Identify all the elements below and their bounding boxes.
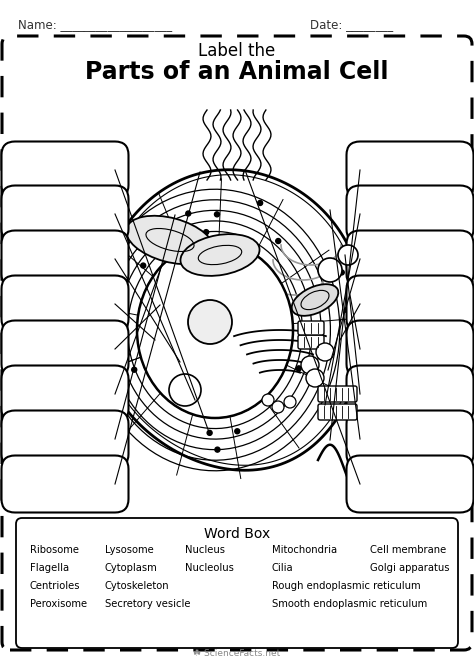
FancyBboxPatch shape	[346, 456, 474, 513]
FancyBboxPatch shape	[1, 411, 128, 468]
Text: Centrioles: Centrioles	[30, 581, 81, 591]
Text: Nucleolus: Nucleolus	[185, 563, 234, 573]
Circle shape	[141, 263, 146, 268]
FancyBboxPatch shape	[16, 518, 458, 648]
Text: Date: ________: Date: ________	[310, 18, 393, 31]
Text: Cytoplasm: Cytoplasm	[105, 563, 158, 573]
Text: Mitochondria: Mitochondria	[272, 545, 337, 555]
FancyBboxPatch shape	[1, 366, 128, 423]
FancyBboxPatch shape	[346, 411, 474, 468]
FancyBboxPatch shape	[346, 320, 474, 377]
Circle shape	[296, 366, 301, 371]
Circle shape	[301, 356, 319, 374]
FancyBboxPatch shape	[346, 275, 474, 332]
Circle shape	[207, 430, 212, 436]
Text: Rough endoplasmic reticulum: Rough endoplasmic reticulum	[272, 581, 420, 591]
Text: Flagella: Flagella	[30, 563, 69, 573]
Text: Cilia: Cilia	[272, 563, 293, 573]
FancyBboxPatch shape	[298, 321, 324, 335]
Ellipse shape	[181, 234, 260, 276]
Ellipse shape	[292, 284, 338, 316]
Circle shape	[276, 239, 281, 243]
FancyBboxPatch shape	[318, 386, 357, 402]
Text: Name: ___________________: Name: ___________________	[18, 18, 172, 31]
FancyBboxPatch shape	[1, 320, 128, 377]
Text: Golgi apparatus: Golgi apparatus	[370, 563, 449, 573]
FancyBboxPatch shape	[318, 404, 357, 420]
Text: ☘ ScienceFacts.net: ☘ ScienceFacts.net	[193, 649, 281, 658]
Text: Cell membrane: Cell membrane	[370, 545, 446, 555]
Circle shape	[315, 325, 319, 330]
FancyBboxPatch shape	[346, 230, 474, 287]
Circle shape	[306, 369, 324, 387]
FancyBboxPatch shape	[298, 335, 324, 349]
Polygon shape	[95, 170, 365, 470]
Text: Word Box: Word Box	[204, 527, 270, 541]
FancyBboxPatch shape	[346, 141, 474, 198]
Circle shape	[284, 396, 296, 408]
Text: Peroxisome: Peroxisome	[30, 599, 87, 609]
Circle shape	[132, 367, 137, 373]
Text: Parts of an Animal Cell: Parts of an Animal Cell	[85, 60, 389, 84]
FancyBboxPatch shape	[1, 230, 128, 287]
Text: Cytoskeleton: Cytoskeleton	[105, 581, 170, 591]
Circle shape	[262, 394, 274, 406]
FancyBboxPatch shape	[1, 141, 128, 198]
Circle shape	[258, 200, 263, 206]
Text: Secretory vesicle: Secretory vesicle	[105, 599, 191, 609]
Circle shape	[215, 447, 220, 452]
Text: Label the: Label the	[199, 42, 275, 60]
FancyBboxPatch shape	[1, 186, 128, 243]
Ellipse shape	[137, 242, 293, 418]
Text: Lysosome: Lysosome	[105, 545, 154, 555]
Circle shape	[318, 258, 342, 282]
Text: Smooth endoplasmic reticulum: Smooth endoplasmic reticulum	[272, 599, 427, 609]
Circle shape	[169, 374, 201, 406]
Circle shape	[338, 245, 358, 265]
Circle shape	[272, 401, 284, 413]
Circle shape	[137, 245, 142, 250]
Ellipse shape	[126, 216, 214, 264]
FancyBboxPatch shape	[346, 366, 474, 423]
Text: Ribosome: Ribosome	[30, 545, 79, 555]
Circle shape	[188, 300, 232, 344]
FancyBboxPatch shape	[346, 186, 474, 243]
FancyBboxPatch shape	[1, 275, 128, 332]
Circle shape	[235, 429, 240, 433]
Circle shape	[186, 211, 191, 216]
Circle shape	[345, 308, 349, 312]
Circle shape	[339, 270, 344, 275]
Circle shape	[316, 343, 334, 361]
Circle shape	[204, 230, 209, 234]
Text: Nucleus: Nucleus	[185, 545, 225, 555]
Circle shape	[215, 212, 219, 217]
FancyBboxPatch shape	[1, 456, 128, 513]
